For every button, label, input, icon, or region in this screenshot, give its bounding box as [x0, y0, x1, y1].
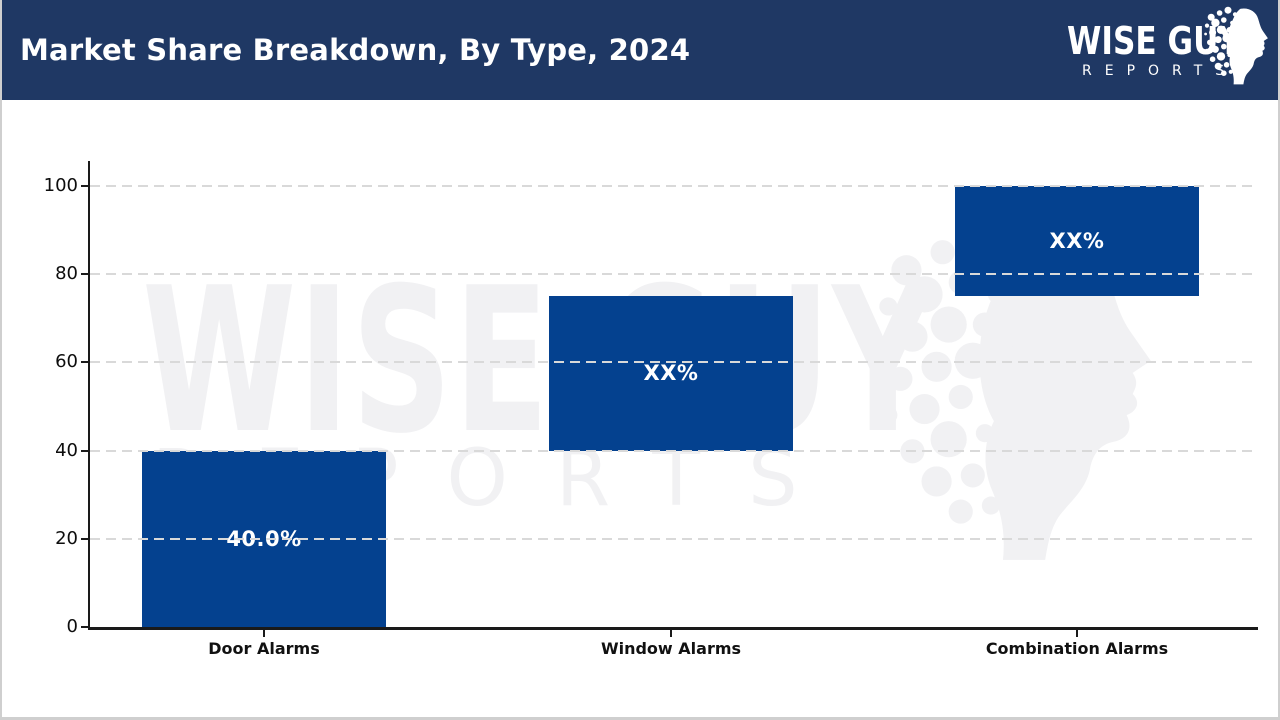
y-tick-label-60: 60: [55, 351, 78, 373]
y-tick-mark-0: [81, 626, 88, 628]
x-category-label: Door Alarms: [208, 639, 320, 658]
gridline-y-60: [90, 361, 1256, 364]
x-axis-line: [88, 627, 1258, 630]
bar-value-label: XX%: [1049, 229, 1105, 254]
page-title: Market Share Breakdown, By Type, 2024: [20, 33, 691, 67]
x-tick-mark-2: [670, 630, 672, 637]
dotted-head-profile-icon: [1204, 6, 1268, 85]
x-category-label: Combination Alarms: [985, 639, 1169, 658]
header-band: Market Share Breakdown, By Type, 2024 WI…: [0, 0, 1280, 100]
y-tick-label-100: 100: [43, 175, 78, 196]
x-category-label: Window Alarms: [600, 639, 742, 658]
y-tick-mark-20: [81, 537, 88, 540]
y-tick-mark-80: [81, 273, 88, 276]
bar-value-label: XX%: [643, 361, 699, 386]
y-tick-label-20: 20: [55, 527, 78, 549]
y-tick-label-40: 40: [55, 439, 78, 461]
bar-window-alarms: XX%: [549, 296, 793, 451]
gridline-y-80: [90, 273, 1256, 276]
gridline-y-20: [90, 537, 1256, 540]
x-tick-mark-3: [1076, 630, 1078, 637]
x-tick-mark-1: [263, 630, 265, 637]
brand-logo-subtext: REPORTS: [1082, 63, 1238, 79]
y-tick-label-80: 80: [55, 263, 78, 285]
y-tick-label-0: 0: [66, 616, 78, 637]
brand-logo: WISE GUY REPORTS: [1032, 0, 1272, 100]
y-axis-line: [88, 161, 90, 629]
y-tick-mark-100: [81, 185, 88, 187]
y-tick-mark-40: [81, 449, 88, 452]
y-tick-mark-60: [81, 361, 88, 364]
bar-combination-alarms: XX%: [955, 186, 1199, 297]
gridline-y-100: [90, 185, 1256, 187]
gridline-y-40: [90, 449, 1256, 452]
